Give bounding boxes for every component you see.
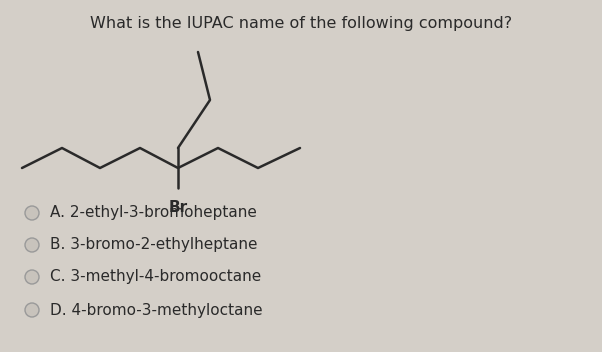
Circle shape	[25, 270, 39, 284]
Circle shape	[25, 206, 39, 220]
Text: What is the IUPAC name of the following compound?: What is the IUPAC name of the following …	[90, 16, 512, 31]
Circle shape	[25, 238, 39, 252]
Text: A. 2-ethyl-3-bromoheptane: A. 2-ethyl-3-bromoheptane	[50, 206, 257, 220]
Text: D. 4-bromo-3-methyloctane: D. 4-bromo-3-methyloctane	[50, 302, 262, 318]
Circle shape	[25, 303, 39, 317]
Text: Br: Br	[169, 200, 188, 215]
Text: C. 3-methyl-4-bromooctane: C. 3-methyl-4-bromooctane	[50, 270, 261, 284]
Text: B. 3-bromo-2-ethylheptane: B. 3-bromo-2-ethylheptane	[50, 238, 258, 252]
